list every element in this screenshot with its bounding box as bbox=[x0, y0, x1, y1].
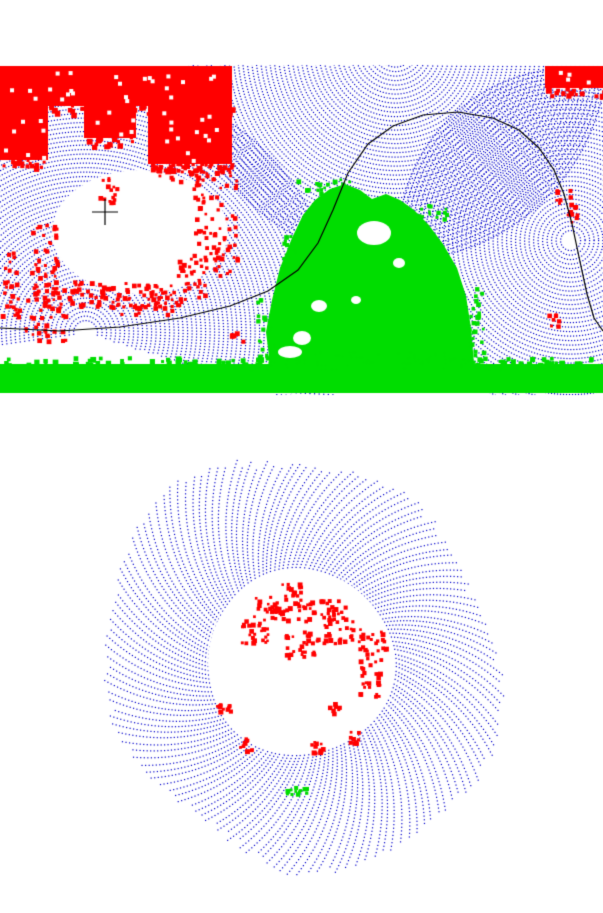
scientific-figure bbox=[0, 0, 603, 913]
figure-canvas bbox=[0, 0, 603, 913]
